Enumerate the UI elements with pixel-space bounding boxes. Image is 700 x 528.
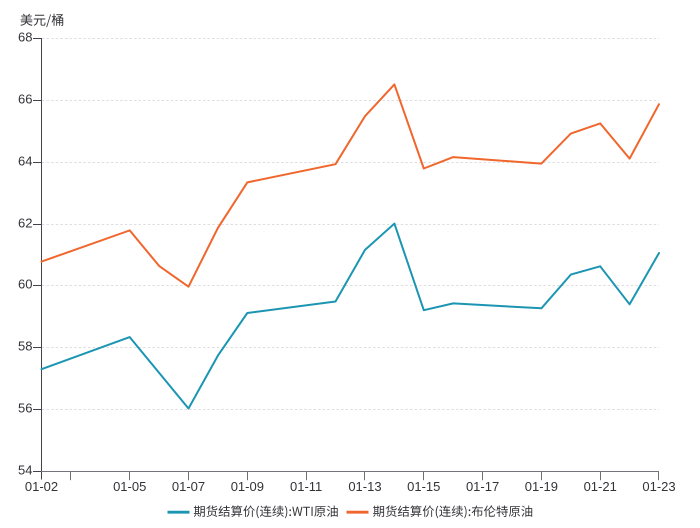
svg-text:01-11: 01-11 — [290, 479, 322, 494]
svg-text:01-05: 01-05 — [113, 479, 146, 494]
svg-text:68: 68 — [18, 29, 32, 44]
svg-text:01-23: 01-23 — [642, 479, 675, 494]
svg-text:01-15: 01-15 — [407, 479, 440, 494]
svg-text:56: 56 — [18, 400, 32, 415]
svg-text:64: 64 — [18, 153, 32, 168]
svg-text:62: 62 — [18, 215, 32, 230]
svg-text:01-19: 01-19 — [525, 479, 558, 494]
svg-text:01-07: 01-07 — [172, 479, 205, 494]
svg-text:54: 54 — [18, 462, 32, 477]
svg-text:01-09: 01-09 — [231, 479, 264, 494]
svg-text:01-17: 01-17 — [466, 479, 499, 494]
svg-text:01-02: 01-02 — [25, 479, 58, 494]
svg-text:66: 66 — [18, 91, 32, 106]
svg-text:01-13: 01-13 — [348, 479, 381, 494]
svg-text:58: 58 — [18, 338, 32, 353]
svg-text:60: 60 — [18, 276, 32, 291]
svg-text:01-21: 01-21 — [584, 479, 617, 494]
